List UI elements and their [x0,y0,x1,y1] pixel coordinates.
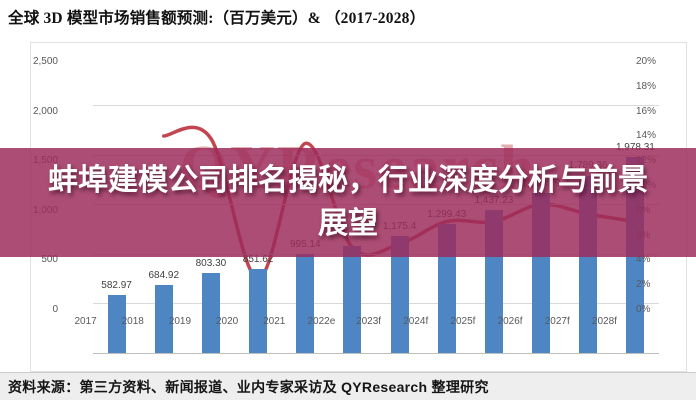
bar-value-label: 582.97 [101,280,132,292]
y-axis-left-tick: 500 [41,254,58,266]
bar-value-label: 684.92 [148,270,180,282]
revenue-bar [201,273,220,353]
bar-value-label: 803.30 [195,258,227,270]
overlay-banner: 蚌埠建模公司排名揭秘，行业深度分析与前景展望 [0,148,696,257]
chart-title: 全球 3D 模型市场销售额预测:（百万美元）& （2017-2028） [8,10,426,27]
y-axis-left-tick: 0 [52,304,58,315]
x-axis-label: 2018 [121,316,144,327]
y-axis-left-tick: 2,500 [32,56,58,67]
y-axis-right-tick: 2% [636,279,651,291]
x-axis-label: 2017 [74,316,97,327]
x-axis-label: 2020 [215,316,239,327]
y-axis-right-tick: 0% [636,304,651,315]
overlay-banner-text: 蚌埠建模公司排名揭秘，行业深度分析与前景展望 [48,163,648,240]
x-axis-label: 2021 [263,316,286,327]
revenue-bar [154,285,173,353]
bar-value-label: 851.62 [242,253,274,265]
x-axis-label: 2027f [544,316,570,327]
revenue-bar [343,245,362,353]
revenue-bar [107,295,126,353]
source-note: 资料来源：第三方资料、新闻报道、业内专家采访及 QYResearch 整理研究 [8,378,489,395]
source-strip: 资料来源：第三方资料、新闻报道、业内专家采访及 QYResearch 整理研究 [0,372,696,400]
x-axis-label: 2026f [497,316,523,327]
y-axis-right-tick: 4% [636,254,651,266]
y-axis-right-tick: 16% [636,105,657,117]
bar-value-label: 1,978.31 [616,142,655,153]
x-axis-label: 2025f [450,316,476,327]
y-axis-right-tick: 14% [636,130,657,142]
revenue-bar [249,268,268,353]
x-axis-label: 2022e [307,316,336,327]
revenue-bar [390,236,409,353]
gridline [93,303,659,305]
x-axis-label: 2023f [356,316,382,327]
y-axis-right-tick: 20% [636,56,657,67]
x-axis-label: 2019 [168,316,192,327]
y-axis-right-tick: 18% [636,80,657,92]
y-axis-left-tick: 2,000 [32,105,58,117]
revenue-bar [296,254,315,353]
x-axis-label: 2028f [591,316,617,327]
gridline [93,105,659,106]
x-axis-label: 2024f [403,316,429,327]
gridline [93,353,659,354]
